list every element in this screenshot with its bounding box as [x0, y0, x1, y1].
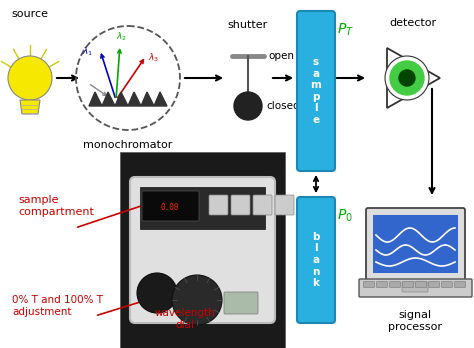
Text: $P_0$: $P_0$ [337, 208, 353, 224]
FancyBboxPatch shape [275, 195, 294, 215]
Circle shape [137, 273, 177, 313]
FancyBboxPatch shape [253, 195, 272, 215]
Text: $\lambda_2$: $\lambda_2$ [117, 31, 128, 43]
Text: wavelength
dial: wavelength dial [155, 308, 215, 330]
Circle shape [234, 92, 262, 120]
Circle shape [399, 70, 415, 86]
Polygon shape [154, 92, 167, 106]
FancyBboxPatch shape [130, 177, 275, 323]
FancyBboxPatch shape [359, 279, 472, 297]
Circle shape [390, 61, 424, 95]
Text: shutter: shutter [228, 20, 268, 30]
FancyBboxPatch shape [142, 191, 199, 221]
Polygon shape [141, 92, 154, 106]
Polygon shape [128, 92, 141, 106]
Text: monochromator: monochromator [83, 140, 173, 150]
Text: 0% T and 100% T
adjustment: 0% T and 100% T adjustment [12, 295, 103, 317]
Circle shape [172, 275, 222, 325]
FancyBboxPatch shape [390, 282, 401, 287]
Polygon shape [102, 92, 115, 106]
FancyBboxPatch shape [455, 282, 465, 287]
FancyBboxPatch shape [441, 282, 453, 287]
Text: $\lambda_3$: $\lambda_3$ [148, 52, 160, 64]
FancyBboxPatch shape [402, 282, 428, 292]
Text: detector: detector [390, 18, 437, 28]
FancyBboxPatch shape [376, 282, 388, 287]
Text: signal
processor: signal processor [388, 310, 442, 332]
Circle shape [8, 56, 52, 100]
FancyBboxPatch shape [373, 215, 458, 273]
Text: 0.00: 0.00 [161, 203, 179, 212]
Text: closed: closed [266, 101, 300, 111]
FancyBboxPatch shape [209, 195, 228, 215]
FancyBboxPatch shape [416, 282, 427, 287]
Circle shape [385, 56, 429, 100]
Text: $P_T$: $P_T$ [337, 22, 354, 38]
FancyBboxPatch shape [402, 282, 413, 287]
FancyBboxPatch shape [428, 282, 439, 287]
Polygon shape [387, 48, 440, 108]
Polygon shape [20, 100, 40, 114]
FancyBboxPatch shape [140, 187, 265, 229]
FancyBboxPatch shape [297, 197, 335, 323]
Text: sample
compartment: sample compartment [18, 195, 94, 216]
Polygon shape [115, 92, 128, 106]
FancyBboxPatch shape [297, 11, 335, 171]
Text: $\lambda_1$: $\lambda_1$ [82, 46, 93, 58]
Text: open: open [268, 51, 294, 61]
FancyBboxPatch shape [364, 282, 374, 287]
FancyBboxPatch shape [224, 292, 258, 314]
Text: s
a
m
p
l
e: s a m p l e [310, 57, 321, 125]
FancyBboxPatch shape [231, 195, 250, 215]
Text: source: source [11, 9, 48, 19]
Text: b
l
a
n
k: b l a n k [312, 232, 320, 288]
FancyBboxPatch shape [120, 152, 285, 348]
Polygon shape [89, 92, 102, 106]
FancyBboxPatch shape [366, 208, 465, 280]
